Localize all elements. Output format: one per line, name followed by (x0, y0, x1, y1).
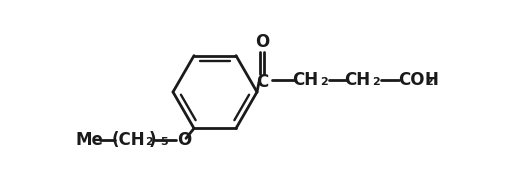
Text: H: H (424, 71, 438, 89)
Text: CH: CH (344, 71, 370, 89)
Text: 2: 2 (320, 77, 328, 87)
Text: Me: Me (75, 131, 103, 149)
Text: 2: 2 (145, 137, 153, 147)
Text: 2: 2 (425, 77, 433, 87)
Text: CO: CO (398, 71, 424, 89)
Text: CH: CH (292, 71, 318, 89)
Text: 5: 5 (160, 137, 168, 147)
Text: O: O (177, 131, 191, 149)
Text: 2: 2 (372, 77, 380, 87)
Text: O: O (255, 33, 269, 51)
Text: (CH: (CH (111, 131, 145, 149)
Text: C: C (256, 73, 268, 91)
Text: ): ) (148, 131, 156, 149)
